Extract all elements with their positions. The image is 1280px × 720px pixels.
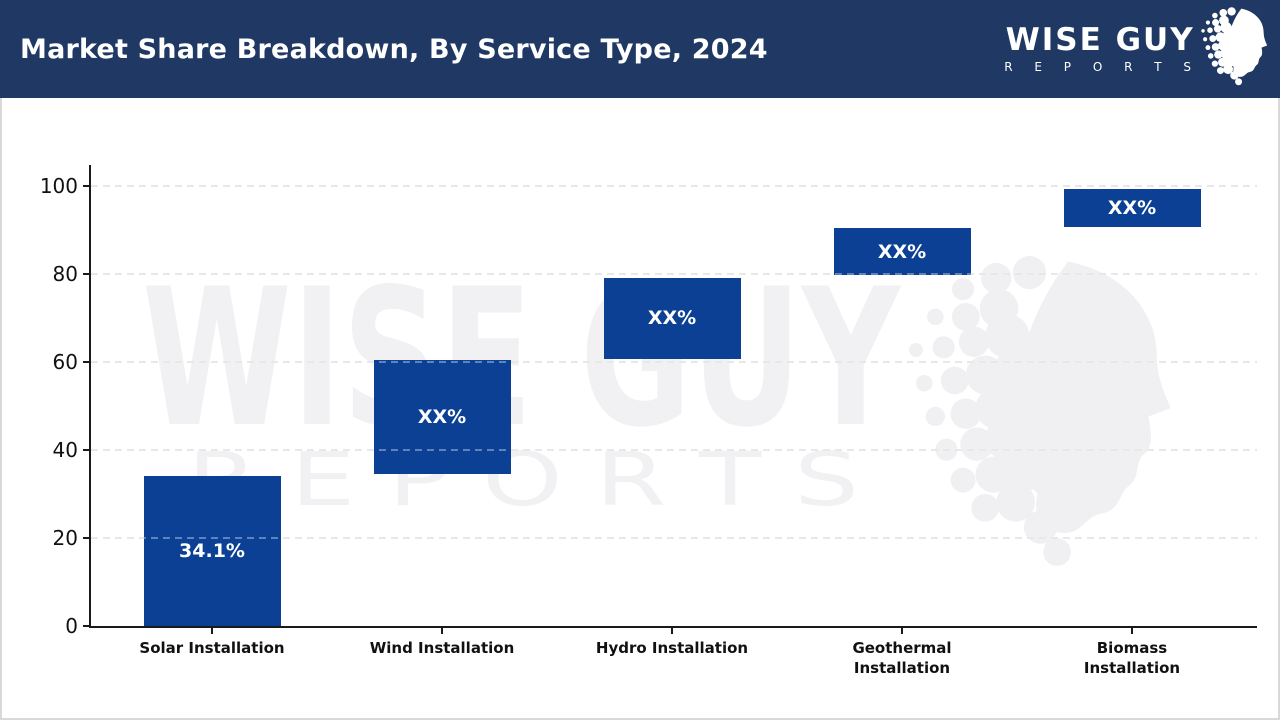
gridline-overlay: [91, 361, 1257, 363]
gridline: [91, 185, 1257, 187]
x-tick-mark: [671, 626, 673, 634]
brand-logo: WISE GUY R E P O R T S: [1000, 3, 1272, 95]
y-tick-mark: [83, 449, 91, 451]
chart-card: WISE GUY R E P O R T S 0 20 40 60 80 100 34.1%…: [0, 98, 1280, 720]
y-tick-label: 60: [52, 350, 78, 374]
waterfall-bar-4: [833, 228, 971, 275]
y-tick-label: 40: [52, 438, 78, 462]
y-tick-mark: [83, 537, 91, 539]
gridline: [91, 361, 1257, 363]
waterfall-bar-2: [373, 359, 511, 475]
header-bar: Market Share Breakdown, By Service Type,…: [0, 0, 1280, 98]
logo-subtitle: R E P O R T S: [1004, 59, 1200, 74]
x-tick-mark: [901, 626, 903, 634]
x-category-label: Hydro Installation: [595, 639, 749, 657]
bar-value-label: XX%: [1107, 197, 1157, 220]
waterfall-bar-1: [143, 475, 281, 626]
bar-value-label: XX%: [647, 307, 697, 330]
y-tick-mark: [83, 625, 91, 627]
x-axis-line: [89, 626, 1257, 628]
gridline-overlay: [91, 185, 1257, 187]
y-tick-label: 0: [65, 614, 78, 638]
y-tick-mark: [83, 273, 91, 275]
y-tick-label: 80: [52, 262, 78, 286]
waterfall-bar-3: [603, 277, 741, 359]
y-tick-label: 100: [39, 174, 78, 198]
bar-value-label: XX%: [417, 406, 467, 428]
y-tick-mark: [83, 361, 91, 363]
gridline-overlay: [91, 273, 1257, 275]
dotted-face-logo-icon: [1201, 7, 1268, 86]
page-title: Market Share Breakdown, By Service Type,…: [20, 33, 768, 65]
gridline-overlay: [91, 449, 1257, 451]
bar-value-label: XX%: [877, 240, 927, 263]
y-tick-label: 20: [52, 526, 78, 550]
x-category-label: Wind Installation: [369, 639, 515, 657]
x-category-label: Biomass Installation: [1083, 639, 1181, 677]
gridline: [91, 449, 1257, 451]
x-tick-mark: [211, 626, 213, 634]
y-tick-mark: [83, 185, 91, 187]
x-category-label: Geothermal Installation: [852, 639, 952, 677]
logo-title: WISE GUY: [1005, 21, 1195, 58]
x-category-label: Solar Installation: [139, 639, 285, 657]
x-tick-mark: [1131, 626, 1133, 634]
bar-value-label: 34.1%: [179, 539, 245, 562]
waterfall-bar-5: [1063, 189, 1201, 228]
gridline-overlay: [91, 537, 1257, 539]
gridline: [91, 537, 1257, 539]
y-axis-line: [89, 165, 91, 628]
waterfall-chart: 0 20 40 60 80 100 34.1% Solar Installation XX% Wi…: [2, 98, 1278, 718]
gridline: [91, 273, 1257, 275]
logo-wordmark: WISE GUY R E P O R T S: [1000, 21, 1200, 74]
x-tick-mark: [441, 626, 443, 634]
